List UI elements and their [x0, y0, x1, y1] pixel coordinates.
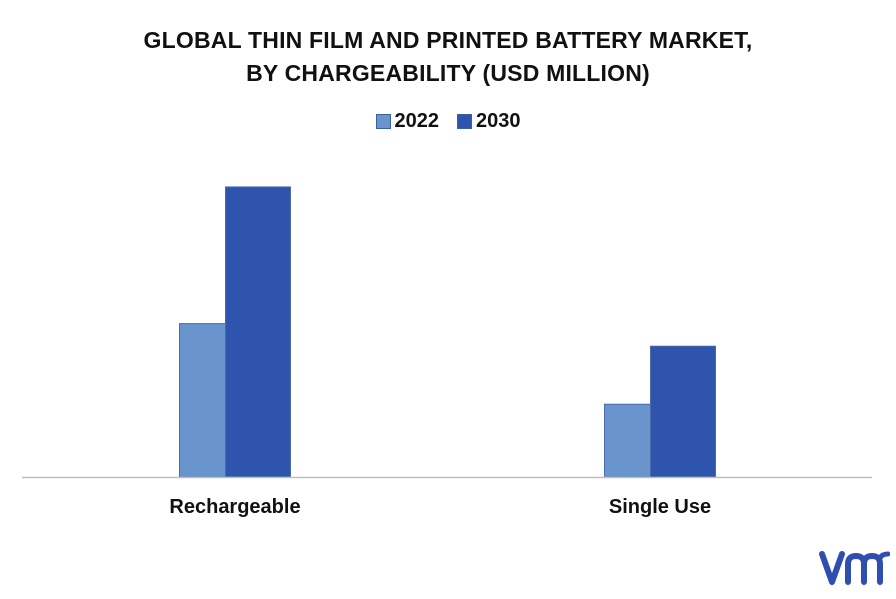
chart-title-line-1: GLOBAL THIN FILM AND PRINTED BATTERY MAR…	[143, 27, 753, 53]
legend-label-2022: 2022	[394, 110, 440, 132]
bar-single-use-2022	[604, 403, 651, 478]
legend-swatch-2022	[375, 114, 391, 129]
chart-legend: 2022 2030	[0, 110, 896, 133]
bar-single-use-2030	[650, 345, 716, 478]
bar-rechargeable-2022	[179, 323, 226, 478]
chart-title-line-2: BY CHARGEABILITY (USD MILLION)	[246, 60, 650, 86]
vmr-logo-icon	[819, 551, 890, 585]
legend-swatch-2030	[457, 114, 472, 129]
x-tick-label-rechargeable: Rechargeable	[169, 496, 300, 518]
x-tick-label-single-use: Single Use	[609, 496, 711, 518]
legend-item-2030: 2030	[457, 110, 521, 133]
legend-label-2030: 2030	[476, 110, 521, 132]
legend-item-2022: 2022	[375, 110, 440, 133]
bar-rechargeable-2030	[225, 186, 291, 478]
chart-title: GLOBAL THIN FILM AND PRINTED BATTERY MAR…	[0, 24, 896, 90]
